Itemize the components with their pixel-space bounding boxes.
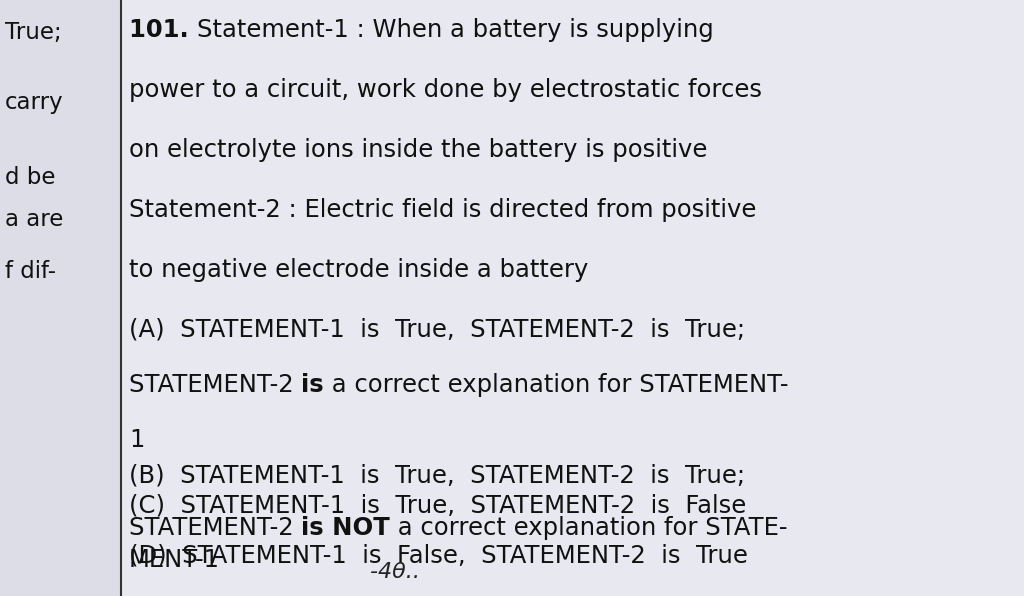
- Text: (D)  STATEMENT-1  is  False,  STATEMENT-2  is  True: (D) STATEMENT-1 is False, STATEMENT-2 is…: [129, 543, 748, 567]
- Text: MENT-1: MENT-1: [129, 548, 220, 572]
- Text: (A)  STATEMENT-1  is  True,  STATEMENT-2  is  True;: (A) STATEMENT-1 is True, STATEMENT-2 is …: [129, 318, 744, 342]
- Text: True;: True;: [5, 21, 61, 44]
- Text: d be: d be: [5, 166, 55, 189]
- Text: (C)  STATEMENT-1  is  True,  STATEMENT-2  is  False: (C) STATEMENT-1 is True, STATEMENT-2 is …: [129, 493, 746, 517]
- Text: to negative electrode inside a battery: to negative electrode inside a battery: [129, 258, 588, 282]
- Text: power to a circuit, work done by electrostatic forces: power to a circuit, work done by electro…: [129, 78, 762, 102]
- Text: STATEMENT-2: STATEMENT-2: [129, 373, 301, 397]
- Text: -4θ..: -4θ..: [370, 562, 420, 582]
- Text: Statement-1 : When a battery is supplying: Statement-1 : When a battery is supplyin…: [197, 18, 714, 42]
- Text: on electrolyte ions inside the battery is positive: on electrolyte ions inside the battery i…: [129, 138, 708, 162]
- Text: f dif-: f dif-: [5, 260, 56, 283]
- Bar: [121, 0, 1024, 596]
- Text: Statement-2 : Electric field is directed from positive: Statement-2 : Electric field is directed…: [129, 198, 756, 222]
- Text: 101.: 101.: [129, 18, 197, 42]
- Text: 1: 1: [129, 428, 144, 452]
- Text: a are: a are: [5, 208, 63, 231]
- Text: (B)  STATEMENT-1  is  True,  STATEMENT-2  is  True;: (B) STATEMENT-1 is True, STATEMENT-2 is …: [129, 463, 744, 487]
- Text: carry: carry: [5, 91, 63, 114]
- Text: is: is: [301, 373, 324, 397]
- Text: is NOT: is NOT: [301, 516, 390, 540]
- Text: STATEMENT-2: STATEMENT-2: [129, 516, 301, 540]
- Text: a correct explanation for STATE-: a correct explanation for STATE-: [390, 516, 787, 540]
- Text: a correct explanation for STATEMENT-: a correct explanation for STATEMENT-: [324, 373, 788, 397]
